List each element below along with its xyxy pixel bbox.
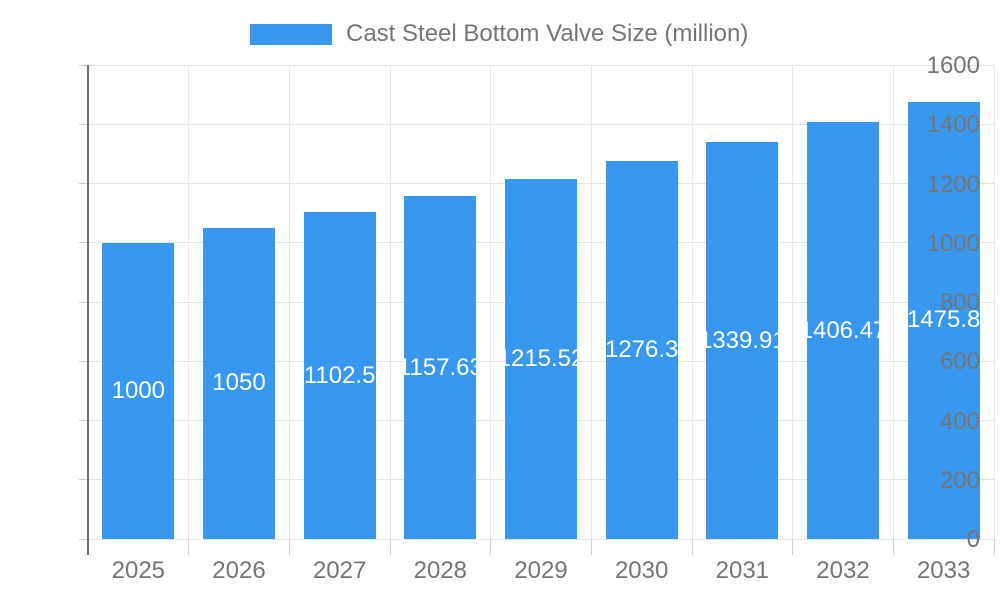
gridline [892,65,894,539]
bar-value-label: 1475.8 [907,308,980,333]
y-axis-tick-label: 1400 [926,111,980,139]
y-axis-tick-label: 0 [966,526,980,553]
x-axis-tick-label: 2027 [312,557,367,584]
y-axis-tick-label: 1600 [926,52,980,79]
gridline [993,65,995,539]
x-axis-tick-label: 2033 [916,557,971,584]
gridline [188,65,190,539]
x-axis-tick-label: 2032 [816,557,870,584]
gridline [288,65,290,539]
bar-value-label: 1000 [111,378,166,403]
y-tick-mark [79,360,88,362]
gridline [88,64,994,66]
bar-2031[interactable]: 1339.91 [706,142,779,539]
y-tick-mark [79,479,88,481]
y-tick-mark [79,301,88,303]
bar-2032[interactable]: 1406.47 [807,122,879,539]
y-tick-mark [79,420,88,421]
bar-value-label: 1050 [212,371,266,396]
bar-value-label: 1276.3 [605,337,678,362]
y-axis-tick-label: 1200 [926,170,980,198]
bar-value-label: 1102.5 [303,363,376,388]
gridline [88,538,994,540]
x-axis-tick-label: 2026 [212,557,266,584]
y-tick-mark [79,242,88,244]
bar-value-label: 1406.47 [807,318,879,343]
y-axis-tick-label: 800 [939,289,980,316]
x-tick-mark [792,539,794,555]
y-axis-tick-label: 400 [939,407,980,435]
y-axis-tick-label: 200 [939,466,980,494]
bar-value-label: 1339.91 [706,328,778,353]
bar-2030[interactable]: 1276.3 [605,160,678,539]
x-tick-mark [288,539,290,555]
x-axis-tick-label: 2025 [111,557,166,584]
x-tick-mark [691,539,693,555]
legend-label: Cast Steel Bottom Valve Size (million) [346,20,749,47]
x-tick-mark [490,539,492,555]
y-tick-mark [79,123,88,125]
gridline [590,65,592,539]
bar-2027[interactable]: 1102.5 [303,212,376,539]
y-tick-mark [79,183,88,184]
y-tick-mark [79,64,88,66]
bar-value-label: 1157.63 [404,355,477,380]
x-tick-mark [389,539,391,555]
bar-2026[interactable]: 1050 [203,227,275,539]
x-axis-tick-label: 2029 [514,557,568,584]
bar-2028[interactable]: 1157.63 [404,196,477,539]
plot-area: 1000 1050 1102.5 1157.63 1215.52 1276.3 1339.9… [79,54,995,583]
gridline [88,123,994,125]
bar-2025[interactable]: 1000 [102,242,175,539]
gridline [691,65,693,539]
bar-value-label: 1215.52 [505,346,577,371]
bar-2029[interactable]: 1215.52 [505,178,577,539]
gridline [792,65,794,539]
x-tick-mark [892,539,894,555]
y-axis-tick-label: 600 [939,348,980,376]
x-axis-tick-label: 2031 [715,557,770,584]
x-tick-mark [590,539,592,555]
x-axis-tick-label: 2030 [614,557,669,584]
y-axis-tick-label: 1000 [926,229,980,257]
x-axis-tick-label: 2028 [413,557,468,584]
bar-2033[interactable]: 1475.8 [907,101,980,539]
legend-swatch [250,23,332,45]
y-axis-line [87,65,89,555]
y-tick-mark [79,538,88,540]
legend-item[interactable]: Cast Steel Bottom Valve Size (million) [250,22,748,46]
x-tick-mark [993,539,995,555]
gridline [490,65,492,539]
gridline [389,65,391,539]
x-tick-mark [188,539,190,555]
